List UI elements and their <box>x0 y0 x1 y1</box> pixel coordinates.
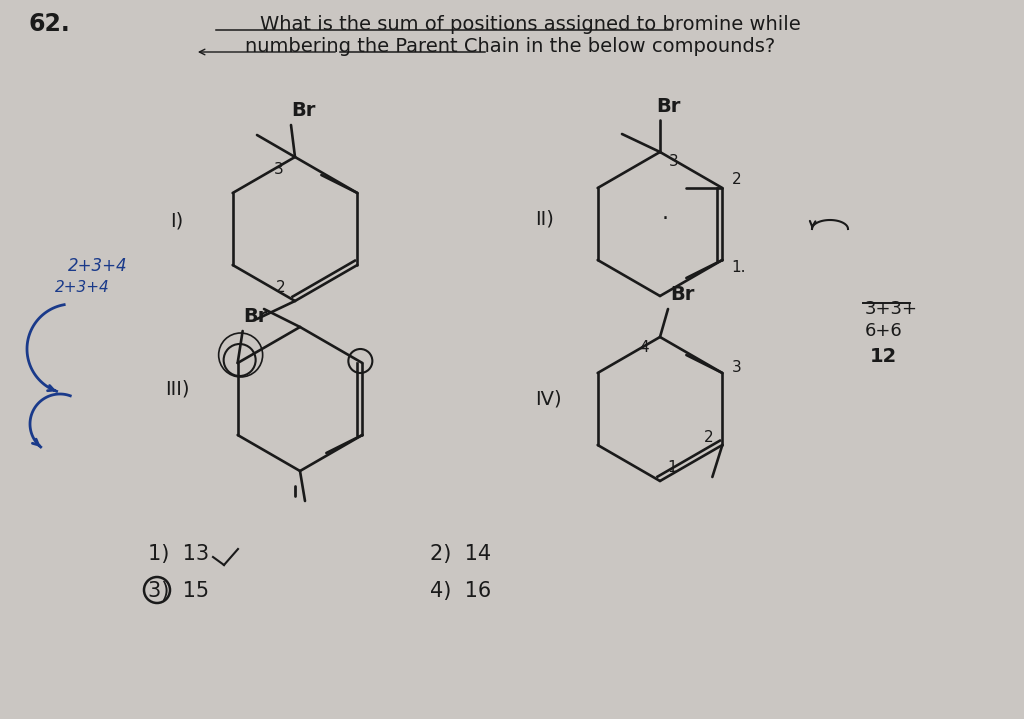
Text: 6+6: 6+6 <box>865 322 903 340</box>
Text: 3: 3 <box>274 162 284 176</box>
Text: 1.: 1. <box>731 260 745 275</box>
Text: III): III) <box>165 380 189 398</box>
Text: 2+3+4: 2+3+4 <box>68 257 128 275</box>
Text: I): I) <box>170 211 183 231</box>
Text: 4)  16: 4) 16 <box>430 581 492 601</box>
Text: numbering the Parent Chain in the below compounds?: numbering the Parent Chain in the below … <box>245 37 775 55</box>
Text: 3+3+: 3+3+ <box>865 300 918 318</box>
Text: 3: 3 <box>731 360 741 375</box>
Text: 3: 3 <box>669 155 679 170</box>
Text: Br: Br <box>244 308 268 326</box>
Text: Br: Br <box>655 96 680 116</box>
Text: 1: 1 <box>668 459 677 475</box>
Text: 3)  15: 3) 15 <box>148 581 209 601</box>
Text: ·: · <box>662 209 669 229</box>
Text: Br: Br <box>670 285 694 305</box>
Text: IV): IV) <box>535 390 561 408</box>
Text: 2: 2 <box>731 173 741 188</box>
Text: What is the sum of positions assigned to bromine while: What is the sum of positions assigned to… <box>260 14 801 34</box>
Text: 62.: 62. <box>28 12 70 36</box>
Text: 2)  14: 2) 14 <box>430 544 492 564</box>
Text: II): II) <box>535 209 554 229</box>
Text: 2+3+4: 2+3+4 <box>55 280 110 295</box>
Text: 1)  13: 1) 13 <box>148 544 209 564</box>
Text: 12: 12 <box>870 347 897 367</box>
Text: 2: 2 <box>276 280 286 295</box>
Text: Br: Br <box>291 101 315 121</box>
Text: 4: 4 <box>639 339 649 354</box>
Text: 2: 2 <box>703 429 713 444</box>
